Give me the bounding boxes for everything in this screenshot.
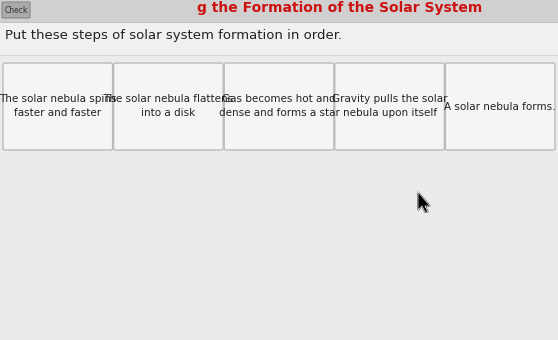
FancyBboxPatch shape [0,22,558,340]
Text: The solar nebula flattens: The solar nebula flattens [103,95,233,104]
Text: Put these steps of solar system formation in order.: Put these steps of solar system formatio… [5,29,342,41]
Text: g the Formation of the Solar System: g the Formation of the Solar System [198,1,483,15]
FancyBboxPatch shape [0,55,558,340]
FancyBboxPatch shape [3,63,113,150]
FancyBboxPatch shape [445,63,555,150]
Text: Check: Check [4,6,28,15]
Text: Gas becomes hot and: Gas becomes hot and [222,95,336,104]
Text: A solar nebula forms.: A solar nebula forms. [445,102,556,112]
Text: Gravity pulls the solar: Gravity pulls the solar [332,95,448,104]
FancyBboxPatch shape [0,0,558,22]
Polygon shape [418,192,430,212]
Text: The solar nebula spins: The solar nebula spins [0,95,117,104]
FancyBboxPatch shape [114,63,223,150]
FancyBboxPatch shape [2,2,30,18]
FancyBboxPatch shape [224,63,334,150]
Text: nebula upon itself: nebula upon itself [343,108,437,119]
Text: faster and faster: faster and faster [15,108,102,119]
FancyBboxPatch shape [335,63,444,150]
Text: dense and forms a star: dense and forms a star [219,108,339,119]
Text: into a disk: into a disk [141,108,195,119]
